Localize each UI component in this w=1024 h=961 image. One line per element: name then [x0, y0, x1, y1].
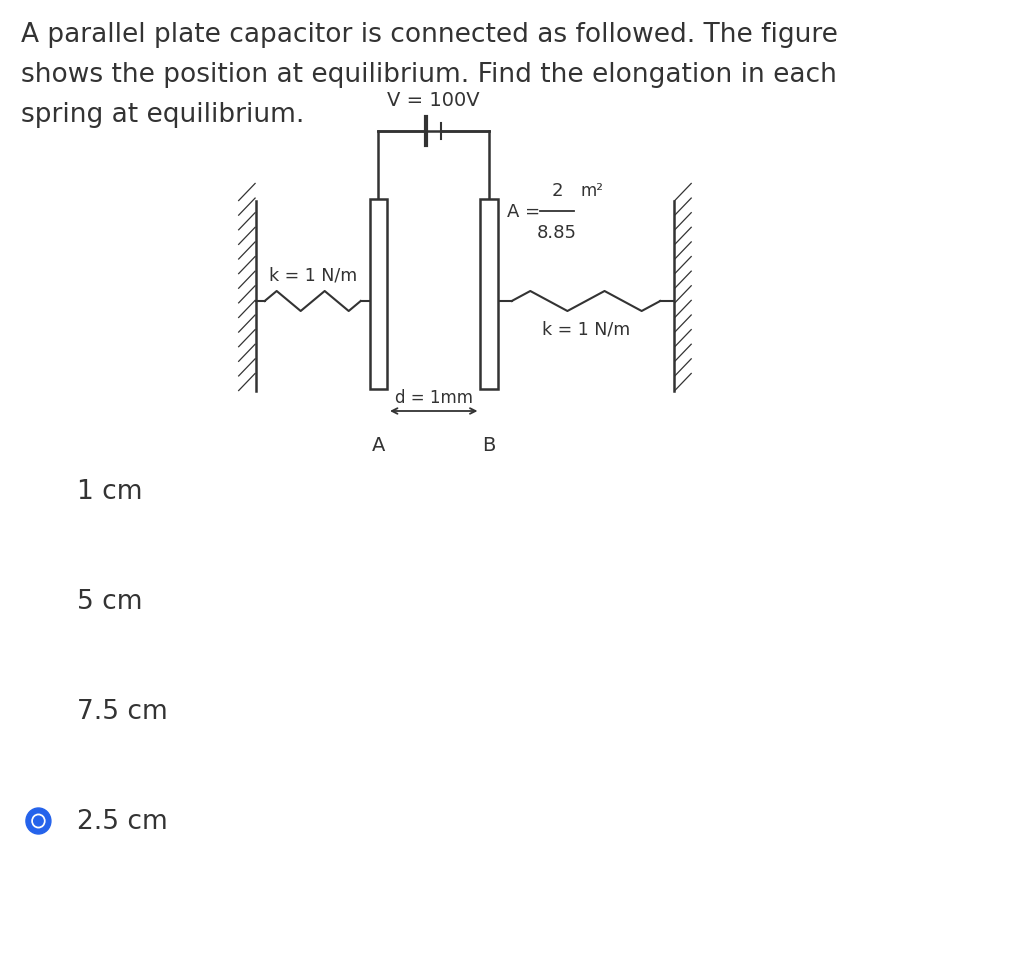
Text: m²: m²: [581, 182, 603, 200]
Text: V = 100V: V = 100V: [387, 91, 480, 110]
Circle shape: [26, 588, 51, 614]
Circle shape: [32, 814, 45, 827]
Circle shape: [34, 816, 43, 826]
Text: A =: A =: [507, 203, 546, 221]
Text: shows the position at equilibrium. Find the elongation in each: shows the position at equilibrium. Find …: [22, 62, 837, 87]
Text: B: B: [482, 435, 496, 455]
Circle shape: [26, 699, 51, 725]
Text: 8.85: 8.85: [538, 224, 578, 242]
Text: A parallel plate capacitor is connected as followed. The figure: A parallel plate capacitor is connected …: [22, 22, 838, 48]
Text: 1 cm: 1 cm: [77, 479, 142, 505]
Text: 5 cm: 5 cm: [77, 588, 142, 614]
Circle shape: [26, 808, 51, 834]
Text: d = 1mm: d = 1mm: [394, 388, 473, 407]
Text: 2: 2: [551, 182, 563, 200]
Text: 7.5 cm: 7.5 cm: [77, 699, 168, 725]
Bar: [370, 200, 387, 389]
Text: k = 1 N/m: k = 1 N/m: [268, 266, 356, 283]
Text: 2.5 cm: 2.5 cm: [77, 808, 168, 834]
Circle shape: [26, 479, 51, 505]
Bar: [480, 200, 498, 389]
Text: A: A: [372, 435, 385, 455]
Text: spring at equilibrium.: spring at equilibrium.: [22, 102, 304, 128]
Text: k = 1 N/m: k = 1 N/m: [542, 320, 630, 337]
